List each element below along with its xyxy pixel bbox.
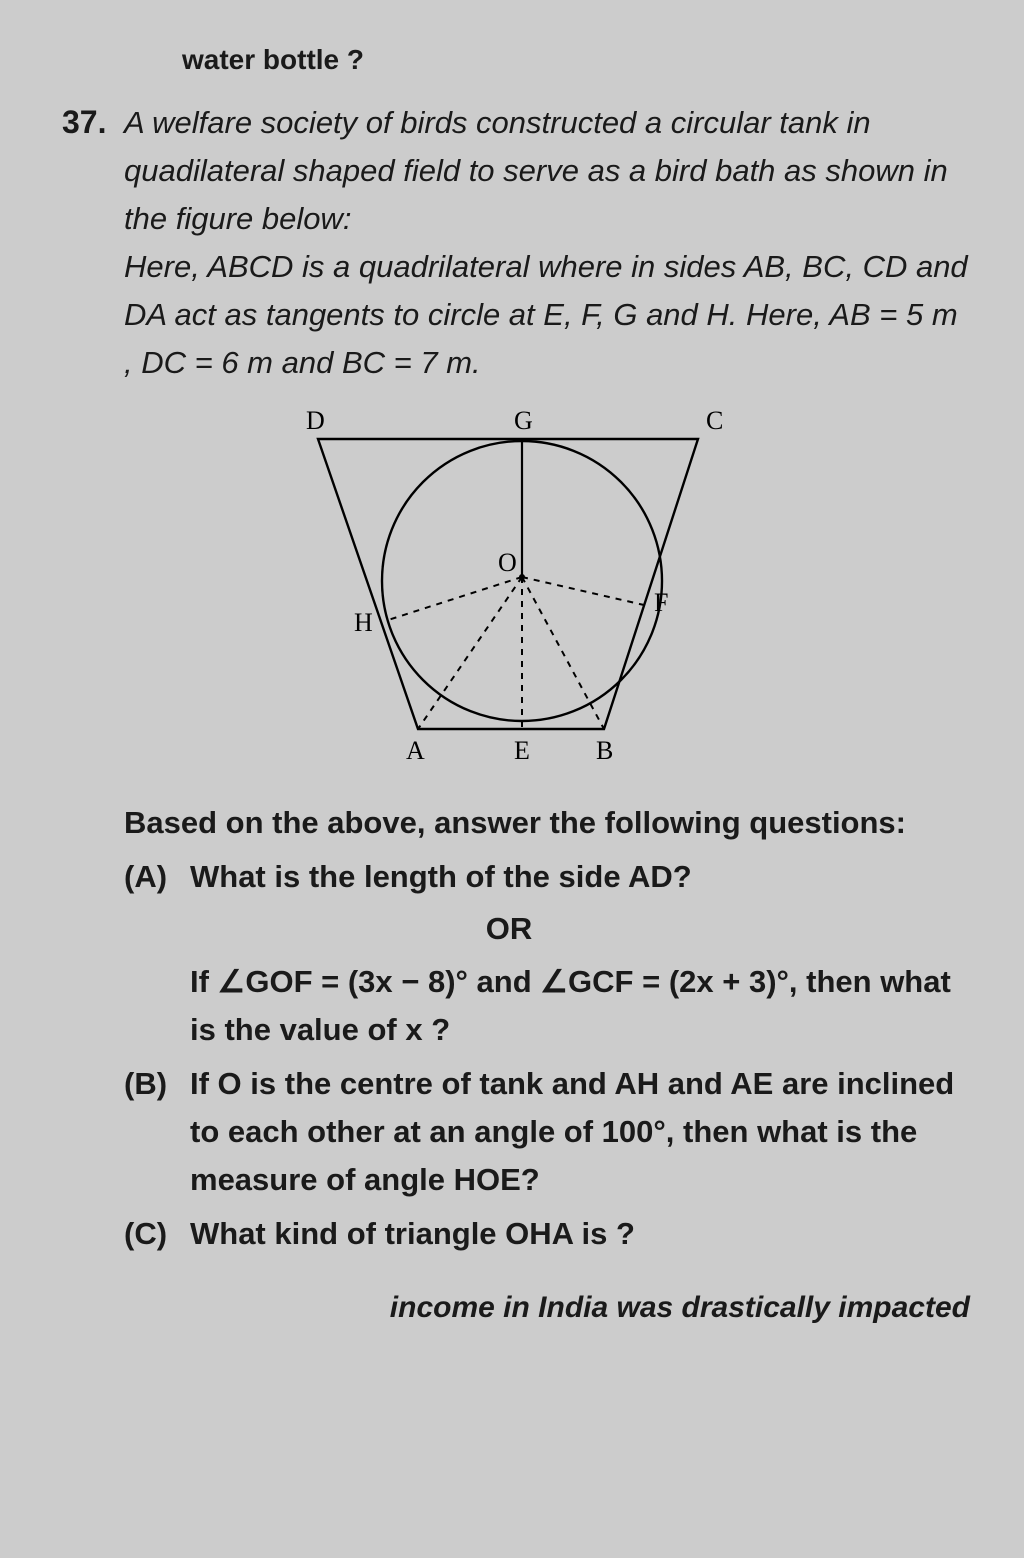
part-a-alt: If ∠GOF = (3x − 8)° and ∠GCF = (2x + 3)°… — [190, 958, 974, 1054]
quadrilateral-abcd — [318, 439, 698, 729]
label-a: A — [406, 736, 425, 765]
line-ob — [522, 577, 604, 729]
intro-line-1: A welfare society of birds constructed a… — [124, 105, 948, 236]
sub-questions: Based on the above, answer the following… — [124, 799, 974, 1258]
radius-oh — [385, 577, 522, 621]
page: water bottle ? 37. A welfare society of … — [0, 0, 1024, 1350]
label-c: C — [706, 406, 723, 435]
part-a-label: (A) — [124, 853, 178, 901]
part-a-text: What is the length of the side AD? — [190, 853, 974, 901]
question-body: A welfare society of birds constructed a… — [124, 99, 974, 387]
label-e: E — [514, 736, 530, 765]
prompt-line: Based on the above, answer the following… — [124, 799, 974, 847]
geometry-diagram: D G C H O F A E B — [258, 399, 778, 779]
label-f: F — [654, 588, 668, 617]
cutoff-top-text: water bottle ? — [182, 40, 974, 81]
question-row: 37. A welfare society of birds construct… — [62, 99, 974, 387]
or-separator: OR — [44, 907, 974, 952]
part-b-label: (B) — [124, 1060, 178, 1204]
label-d: D — [306, 406, 325, 435]
label-b: B — [596, 736, 613, 765]
diagram-container: D G C H O F A E B — [62, 399, 974, 779]
part-c-row: (C) What kind of triangle OHA is ? — [124, 1210, 974, 1258]
part-a-row: (A) What is the length of the side AD? — [124, 853, 974, 901]
part-b-row: (B) If O is the centre of tank and AH an… — [124, 1060, 974, 1204]
part-c-label: (C) — [124, 1210, 178, 1258]
label-g: G — [514, 406, 533, 435]
cutoff-bottom-text: income in India was drastically impacted — [62, 1286, 974, 1330]
part-b-text: If O is the centre of tank and AH and AE… — [190, 1060, 974, 1204]
radius-of — [522, 577, 644, 605]
part-c-text: What kind of triangle OHA is ? — [190, 1210, 974, 1258]
question-number: 37. — [62, 99, 114, 145]
line-oa — [418, 577, 522, 729]
label-o: O — [498, 548, 517, 577]
label-h: H — [354, 608, 373, 637]
part-a-alt-text: If ∠GOF = (3x − 8)° and ∠GCF = (2x + 3)°… — [190, 964, 951, 1047]
intro-line-2: Here, ABCD is a quadrilateral where in s… — [124, 249, 968, 380]
